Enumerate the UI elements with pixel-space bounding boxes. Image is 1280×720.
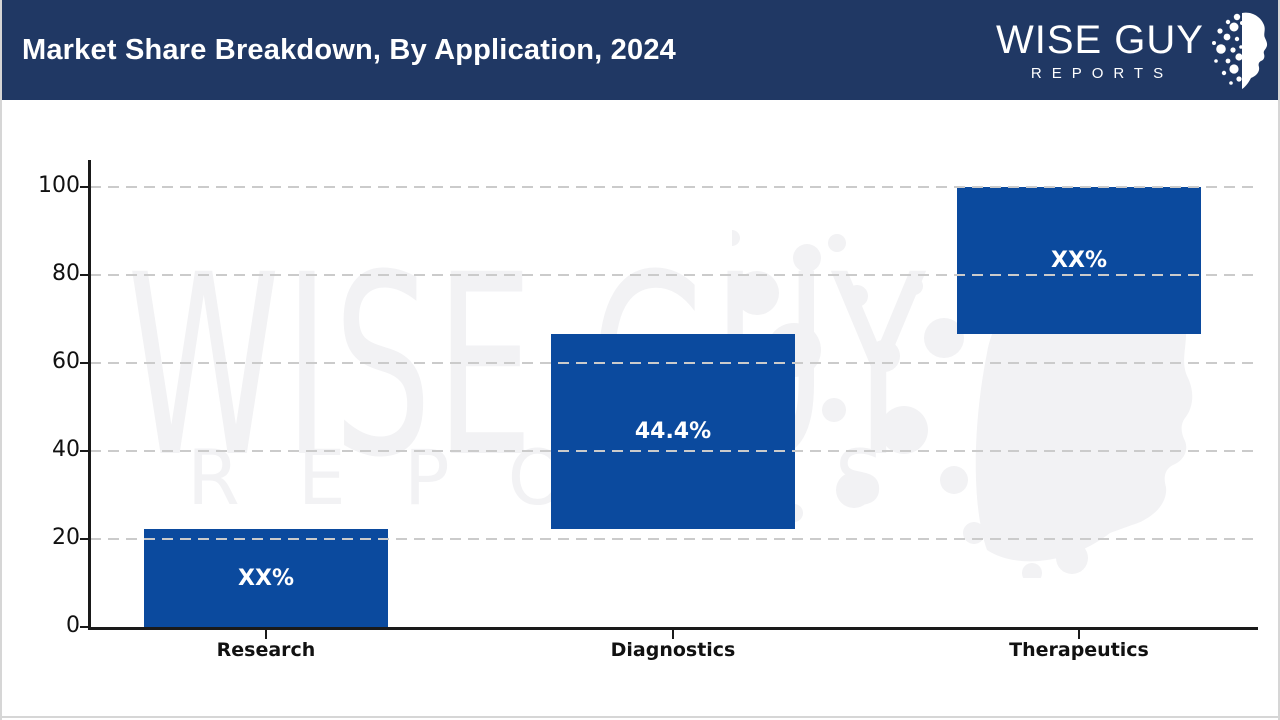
y-tick-label: 100 xyxy=(38,173,80,198)
x-tick xyxy=(265,630,267,639)
x-tick xyxy=(1078,630,1080,639)
x-tick-label: Therapeutics xyxy=(1009,639,1149,661)
x-tick xyxy=(672,630,674,639)
bar-research: XX% xyxy=(144,529,388,627)
y-tick-label: 80 xyxy=(52,261,80,286)
bar-value-label: XX% xyxy=(238,565,294,591)
y-tick xyxy=(80,274,90,276)
face-profile-icon xyxy=(1212,12,1268,89)
gridline xyxy=(90,538,1258,540)
watermark-wordmark: WISE GUY xyxy=(127,221,930,512)
y-tick xyxy=(80,538,90,540)
y-tick xyxy=(80,186,90,188)
y-tick xyxy=(80,362,90,364)
bottom-divider xyxy=(2,716,1278,718)
logo-subtext: REPORTS xyxy=(1030,64,1174,82)
logo-wordmark: WISE GUY xyxy=(995,17,1204,62)
gridline xyxy=(90,362,1258,364)
y-axis-line xyxy=(88,160,91,630)
y-tick xyxy=(80,450,90,452)
page-title: Market Share Breakdown, By Application, … xyxy=(22,33,676,66)
y-tick-label: 60 xyxy=(52,349,80,374)
y-tick-label: 20 xyxy=(52,525,80,550)
y-tick-label: 0 xyxy=(66,613,80,638)
bar-therapeutics: XX% xyxy=(957,187,1201,334)
gridline xyxy=(90,186,1258,188)
gridline xyxy=(90,274,1258,276)
bar-value-label: 44.4% xyxy=(634,419,712,445)
gridline xyxy=(90,450,1258,452)
y-tick xyxy=(80,626,90,628)
bar-diagnostics: 44.4% xyxy=(551,333,795,530)
bar-value-label: XX% xyxy=(1051,247,1107,273)
x-tick-label: Diagnostics xyxy=(610,639,736,661)
x-tick-label: Research xyxy=(216,639,316,661)
y-tick-label: 40 xyxy=(52,437,80,462)
header-bar: Market Share Breakdown, By Application, … xyxy=(2,0,1278,100)
brand-logo: WISE GUY REPORTS xyxy=(996,9,1268,91)
x-axis-line xyxy=(88,627,1258,630)
